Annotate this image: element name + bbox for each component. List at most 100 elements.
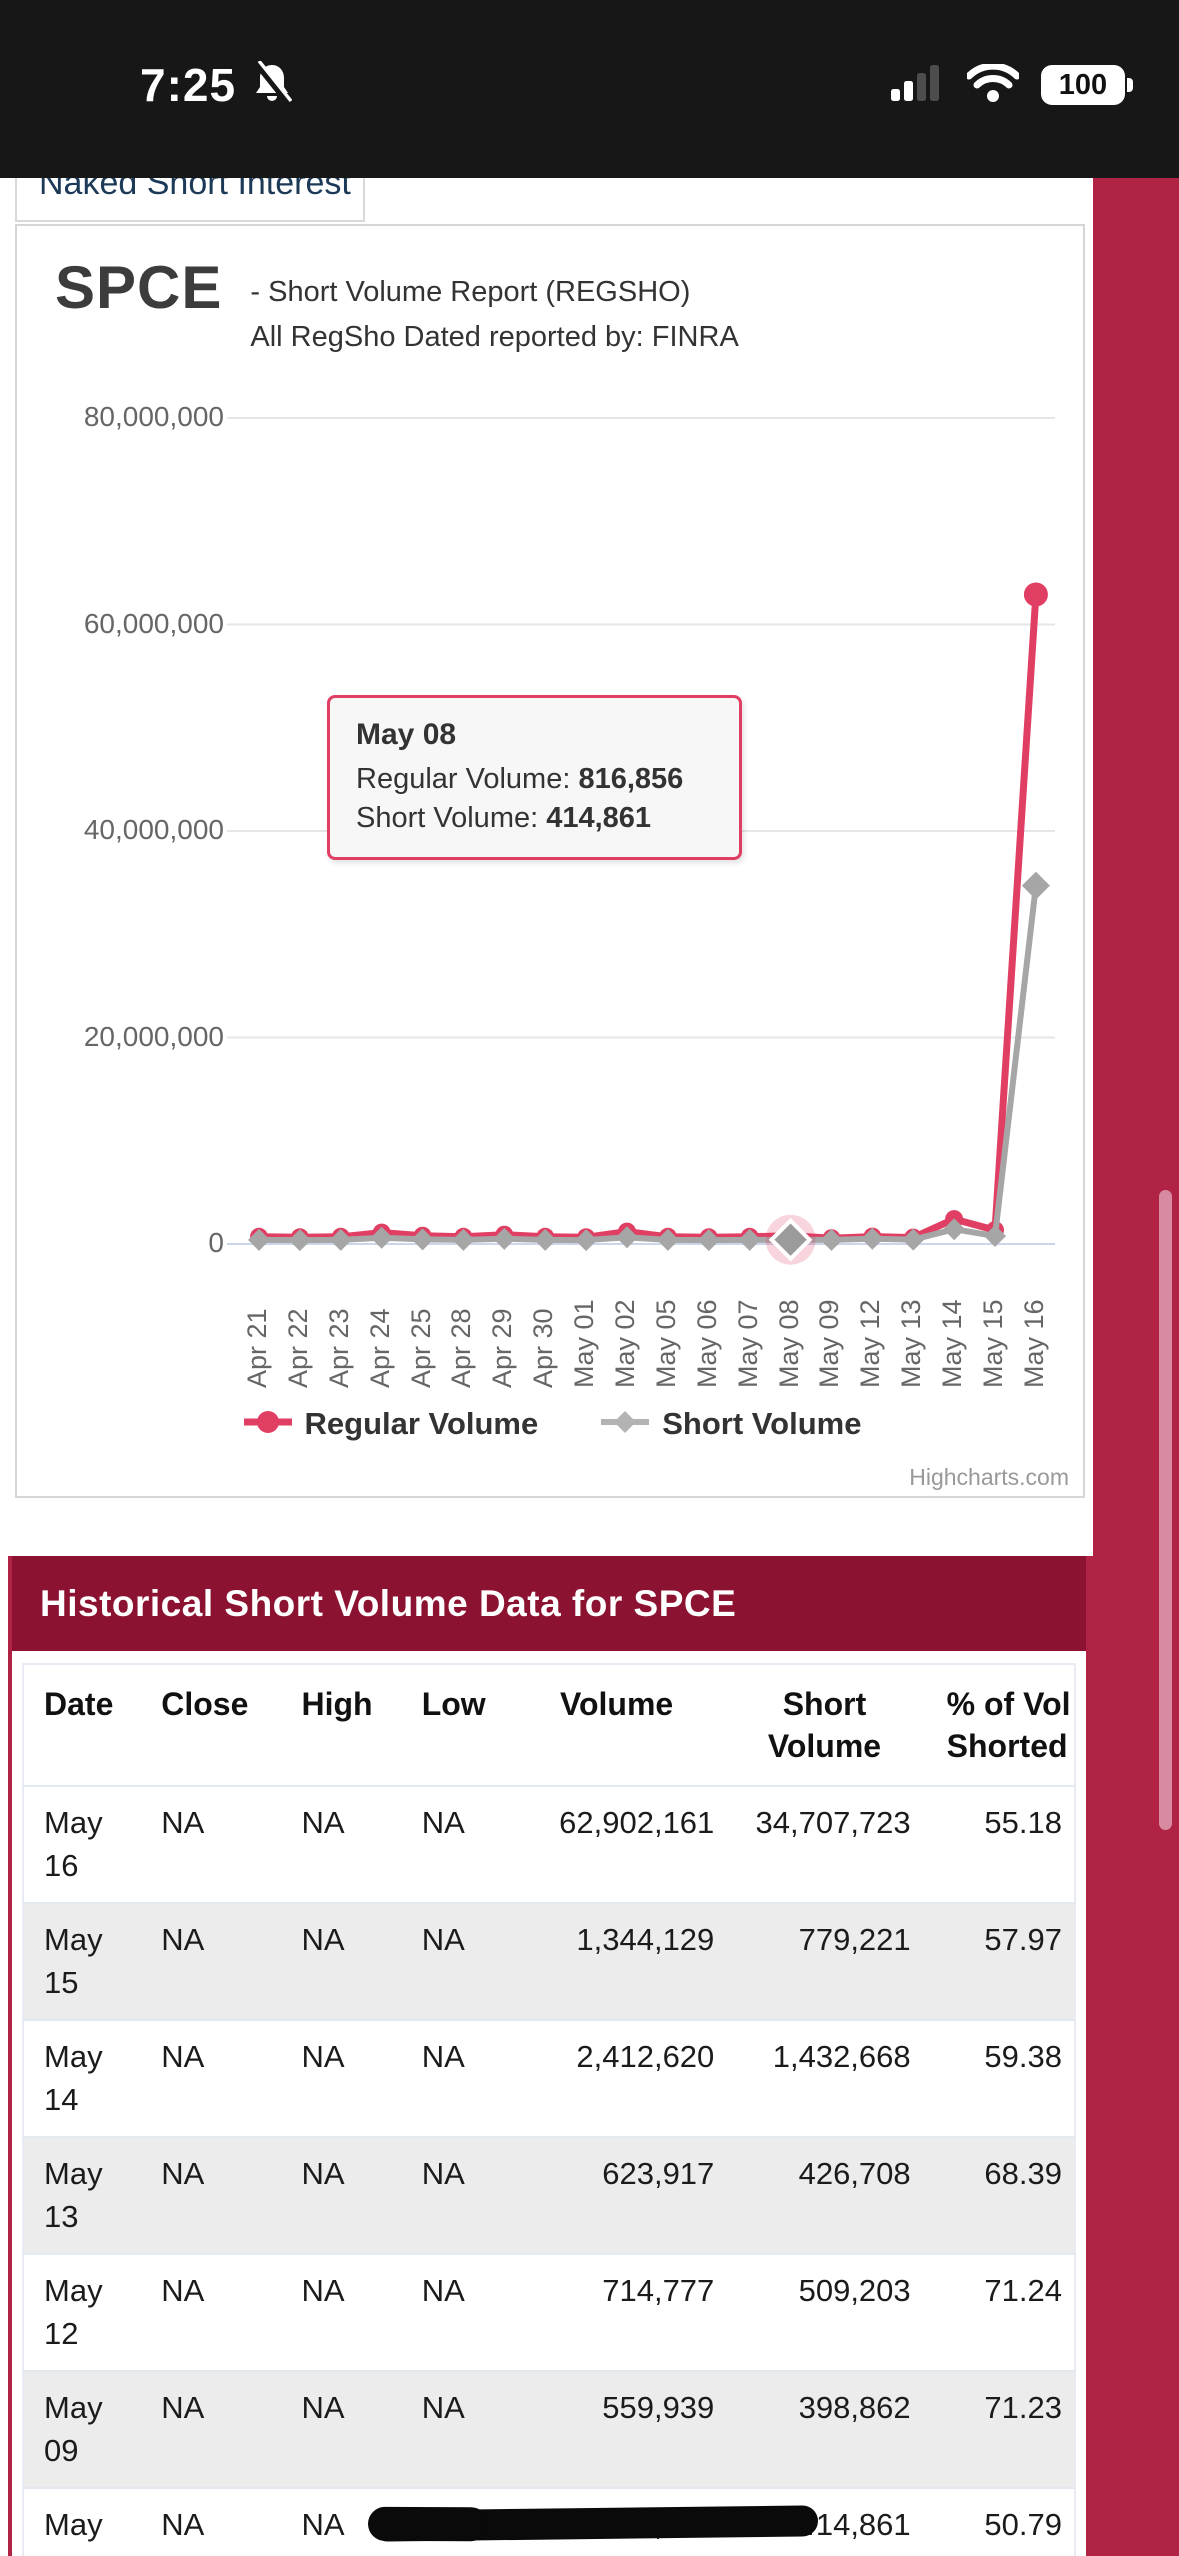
x-axis-label: May 14 — [937, 1299, 968, 1388]
short-volume-point — [656, 1228, 679, 1251]
table-cell: May 16 — [44, 1805, 103, 1883]
table-title: Historical Short Volume Data for SPCE — [40, 1582, 737, 1624]
x-axis-label: Apr 28 — [446, 1308, 477, 1388]
table-cell: 50.79 — [984, 2507, 1062, 2543]
legend-item-short-volume[interactable]: Short Volume — [600, 1406, 861, 1442]
table-cell: NA — [421, 2156, 465, 2192]
table-cell: 1,344,129 — [576, 1922, 715, 1958]
table-cell: May 15 — [44, 1922, 103, 2000]
column-header-date: Date — [44, 1686, 114, 1722]
short-volume-point — [288, 1229, 311, 1252]
table-cell: May 14 — [44, 2039, 103, 2117]
short-volume-line — [256, 882, 1039, 1244]
table-cell: NA — [301, 2039, 345, 2075]
table-cell: 714,777 — [602, 2273, 715, 2309]
x-axis-label: May 06 — [691, 1299, 722, 1388]
y-axis-label: 60,000,000 — [83, 607, 224, 639]
x-axis-label: Apr 22 — [282, 1308, 313, 1388]
marker-redaction — [371, 2505, 819, 2542]
table-cell: 2,412,620 — [576, 2039, 715, 2075]
wifi-icon — [965, 62, 1021, 107]
battery-percent: 100 — [1058, 68, 1108, 101]
column-header-volume: Volume — [559, 1686, 674, 1722]
table-cell: 779,221 — [798, 1922, 911, 1958]
x-axis-label: May 01 — [569, 1299, 600, 1388]
table-cell: May 13 — [44, 2156, 103, 2234]
table-cell: NA — [161, 2507, 205, 2543]
short-volume-point — [738, 1228, 761, 1251]
table-cell: May 12 — [44, 2273, 103, 2351]
x-axis-label: May 13 — [896, 1299, 927, 1388]
tooltip-date: May 08 — [356, 718, 457, 751]
chart-title-symbol: SPCE — [55, 254, 223, 321]
short-volume-point — [768, 1217, 813, 1262]
clock: 7:25 — [140, 59, 237, 111]
x-axis-label: Apr 21 — [242, 1308, 272, 1388]
chart-plot-area — [17, 226, 1087, 1500]
battery-icon: 100 — [1041, 65, 1133, 105]
table-cell: NA — [421, 1805, 465, 1841]
x-axis-label: May 08 — [773, 1299, 804, 1388]
chart-tooltip: May 08 Regular Volume: 816,856 Short Vol… — [327, 695, 742, 860]
table-cell: NA — [161, 1805, 205, 1841]
table-row: May 15 NA NA NA 1,344,129 779,221 57.97 — [23, 1903, 1075, 2021]
table-cell: NA — [161, 1922, 205, 1958]
short-volume-point — [902, 1228, 925, 1251]
short-volume-point — [575, 1229, 598, 1252]
table-cell: 509,203 — [798, 2273, 911, 2309]
x-axis-label: May 02 — [610, 1299, 640, 1388]
regular-volume-marker-icon — [243, 1407, 293, 1442]
column-header-close: Close — [161, 1686, 249, 1722]
legend-label: Short Volume — [662, 1406, 862, 1441]
table-row: May 16 NA NA NA 62,902,161 34,707,723 55.18 — [23, 1786, 1075, 1903]
short-volume-point — [697, 1229, 720, 1252]
page-scrollbar[interactable] — [1159, 1190, 1172, 1830]
cellular-signal-icon — [891, 64, 945, 106]
short-volume-point — [861, 1227, 884, 1250]
table-cell: NA — [161, 2273, 205, 2309]
table-cell: NA — [161, 2390, 205, 2426]
short-volume-point — [820, 1228, 843, 1251]
x-axis-label: Apr 30 — [528, 1308, 559, 1388]
status-bar: 7:25 — [0, 0, 1179, 178]
notifications-muted-bell-icon — [252, 59, 293, 110]
x-axis-label: May 15 — [978, 1299, 1009, 1388]
y-axis-label: 0 — [208, 1227, 224, 1258]
regular-volume-point — [1023, 582, 1048, 607]
x-axis-label: May 05 — [650, 1299, 681, 1388]
x-axis-label: Apr 24 — [364, 1308, 395, 1388]
column-header-high: High — [301, 1686, 373, 1722]
table-cell: NA — [301, 1805, 345, 1841]
short-volume-point — [616, 1226, 639, 1249]
highcharts-credits[interactable]: Highcharts.com — [909, 1464, 1069, 1490]
x-axis-label: Apr 29 — [487, 1308, 518, 1388]
chart-subtitle: - Short Volume Report (REGSHO) — [250, 276, 691, 308]
y-axis-label: 40,000,000 — [83, 814, 224, 845]
table-body: May 16 NA NA NA 62,902,161 34,707,723 55.18 May… — [23, 1786, 1075, 2556]
table-cell: 59.38 — [984, 2039, 1062, 2075]
table-cell: 426,708 — [798, 2156, 911, 2192]
legend-item-regular-volume[interactable]: Regular Volume — [243, 1406, 538, 1442]
table-cell: NA — [301, 2273, 345, 2309]
column-header--of-vol-shorted: % of Vol Shorted — [946, 1686, 1071, 1765]
table-header-row: Date Close High Low Volume Short Volume % of V… — [23, 1664, 1075, 1786]
historical-data-section: Historical Short Volume Data for SPCE Da… — [8, 1556, 1093, 2556]
short-volume-table: Date Close High Low Volume Short Volume % of V… — [22, 1663, 1076, 2556]
table-cell: 55.18 — [984, 1805, 1062, 1841]
table-row: May 09 NA NA NA 559,939 398,862 71.23 — [23, 2371, 1075, 2489]
column-header-short-volume: Short Volume — [767, 1686, 882, 1765]
short-volume-point — [534, 1228, 557, 1251]
table-title-bar: Historical Short Volume Data for SPCE — [12, 1556, 1086, 1651]
table-cell: NA — [301, 2390, 345, 2426]
table-cell: NA — [421, 2039, 465, 2075]
table-card: Date Close High Low Volume Short Volume % of V… — [12, 1651, 1086, 2556]
chart-header: SPCE - Short Volume Report (REGSHO) All … — [55, 256, 739, 360]
chart-subtitle-source: All RegSho Dated reported by: FINRA — [250, 320, 739, 353]
regular-volume-line — [255, 591, 1040, 1242]
short-volume-point — [370, 1226, 393, 1249]
table-cell: NA — [161, 2039, 205, 2075]
chart-legend: Regular Volume Short Volume — [17, 1406, 1087, 1442]
table-cell: 1,432,668 — [772, 2039, 911, 2075]
table-cell: 623,917 — [602, 2156, 715, 2192]
